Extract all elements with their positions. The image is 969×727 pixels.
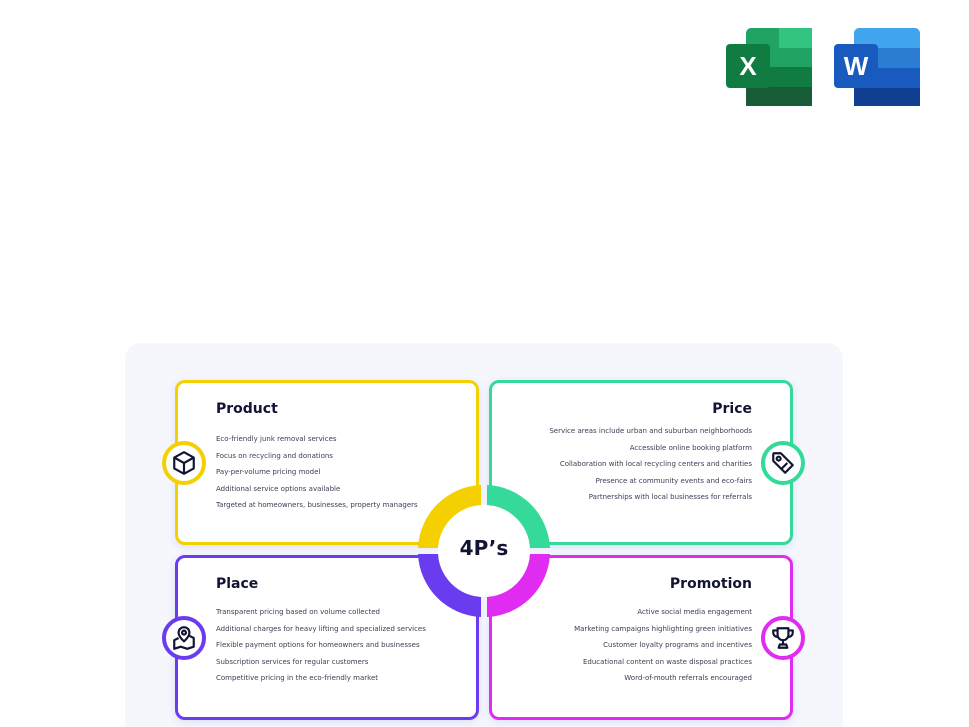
list-item: Collaboration with local recycling cente… <box>559 460 752 468</box>
brand: CANVAS Business Model <box>154 31 360 105</box>
canvas-logo-icon <box>50 30 124 112</box>
price-title: Price <box>712 401 752 417</box>
excel-letter: X <box>739 51 757 81</box>
product-list: Eco-friendly junk removal services Focus… <box>216 433 418 516</box>
list-item: Marketing campaigns highlighting green i… <box>574 624 752 633</box>
center-label: 4P’s <box>459 536 509 560</box>
place-list: Transparent pricing based on volume coll… <box>216 606 426 689</box>
list-item: Targeted at homeowners, businesses, prop… <box>216 501 418 509</box>
title-line-2: 4P's MARKETING MIX <box>214 274 755 325</box>
title-line-1: EXPANSE <box>368 176 601 227</box>
list-item: Customer loyalty programs and incentives <box>603 641 752 649</box>
ring-segment-place <box>418 554 481 617</box>
list-item: Subscription services for regular custom… <box>216 657 369 666</box>
list-item: Active social media engagement <box>637 608 752 616</box>
price-tag-icon <box>761 441 805 485</box>
list-item: Service areas include urban and suburban… <box>549 427 752 435</box>
promotion-title: Promotion <box>669 576 752 592</box>
ring-segment-promotion <box>487 554 550 617</box>
price-list: Service areas include urban and suburban… <box>549 425 752 508</box>
list-item: Additional charges for heavy lifting and… <box>216 624 426 633</box>
excel-icon[interactable]: X <box>726 28 812 106</box>
center-ring <box>418 485 550 617</box>
word-letter: W <box>844 51 869 81</box>
place-title: Place <box>216 576 259 592</box>
list-item: Additional service options available <box>216 484 341 493</box>
promotion-list: Active social media engagement Marketing… <box>574 606 752 689</box>
list-item: Educational content on waste disposal pr… <box>582 657 752 666</box>
list-item: Word-of-mouth referrals encouraged <box>624 674 752 682</box>
list-item: Presence at community events and eco-fai… <box>595 476 752 485</box>
list-item: Pay-per-volume pricing model <box>216 468 321 476</box>
list-item: Eco-friendly junk removal services <box>216 435 337 443</box>
list-item: Accessible online booking platform <box>629 443 752 452</box>
trophy-icon <box>761 616 805 660</box>
map-pin-icon <box>162 616 206 660</box>
ring-segment-price <box>487 485 550 548</box>
list-item: Transparent pricing based on volume coll… <box>216 608 380 616</box>
brand-name: CANVAS <box>154 31 360 82</box>
list-item: Competitive pricing in the eco-friendly … <box>216 674 378 682</box>
ring-segment-product <box>418 485 481 548</box>
list-item: Focus on recycling and donations <box>216 451 333 460</box>
word-icon[interactable]: W <box>834 28 920 106</box>
list-item: Flexible payment options for homeowners … <box>216 641 420 649</box>
brand-tagline: Business Model <box>154 80 338 104</box>
list-item: Partnerships with local businesses for r… <box>588 493 752 501</box>
product-title: Product <box>216 401 278 417</box>
box-icon <box>162 441 206 485</box>
